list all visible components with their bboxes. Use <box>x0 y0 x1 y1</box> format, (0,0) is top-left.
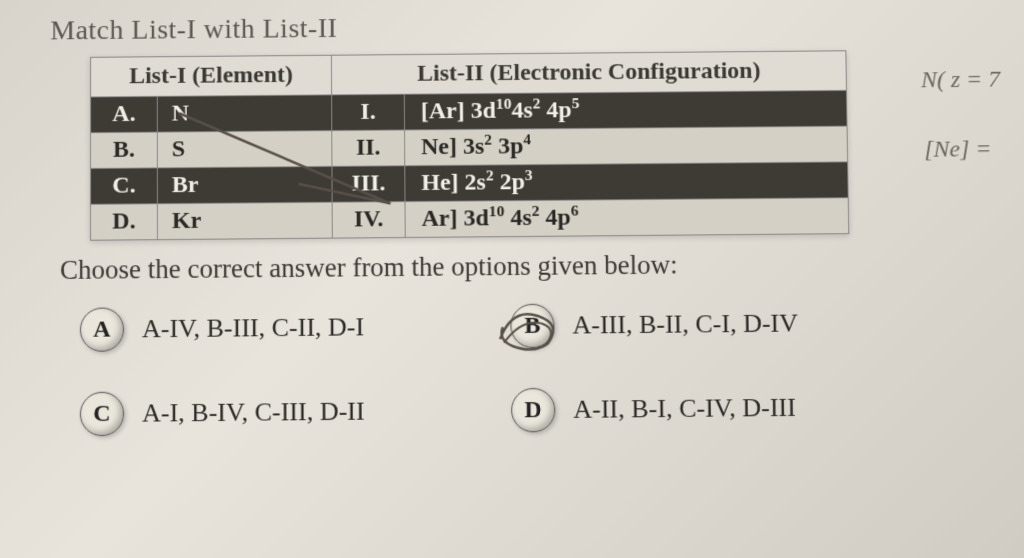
choose-prompt: Choose the correct answer from the optio… <box>60 247 994 286</box>
table-row: D.KrIV.Ar] 3d10 4s2 4p6 <box>91 198 849 240</box>
row-roman: I. <box>332 94 405 130</box>
row-letter: A. <box>91 96 158 132</box>
option-d-circle: D <box>511 388 556 433</box>
row-config: He] 2s2 2p3 <box>405 162 848 202</box>
option-d[interactable]: D A-II, B-I, C-IV, D-III <box>511 384 943 432</box>
option-c[interactable]: C A-I, B-IV, C-III, D-II <box>80 388 511 436</box>
match-table: List-I (Element) List-II (Electronic Con… <box>90 50 849 240</box>
option-d-text: A-II, B-I, C-IV, D-III <box>573 393 796 425</box>
row-config: Ar] 3d10 4s2 4p6 <box>405 198 849 238</box>
row-element: Kr <box>157 202 332 239</box>
option-a[interactable]: A A-IV, B-III, C-II, D-I <box>80 304 511 352</box>
option-b[interactable]: B A-III, B-II, C-I, D-IV <box>510 300 941 348</box>
row-roman: II. <box>332 130 405 166</box>
row-config: Ne] 3s2 3p4 <box>405 126 848 166</box>
option-a-circle: A <box>80 307 124 351</box>
option-c-text: A-I, B-IV, C-III, D-II <box>142 397 365 429</box>
row-roman: IV. <box>332 202 405 239</box>
options-grid: A A-IV, B-III, C-II, D-I B A-III, B-II, … <box>80 300 997 436</box>
margin-note-top: N( z = 7 <box>921 67 1001 94</box>
row-config: [Ar] 3d104s2 4p5 <box>404 90 847 130</box>
match-heading: Match List-I with List-II <box>50 8 989 48</box>
row-letter: C. <box>91 168 158 204</box>
row-element: S <box>157 131 332 168</box>
row-letter: D. <box>91 204 158 240</box>
table-header-right: List-II (Electronic Configuration) <box>331 51 846 95</box>
row-letter: B. <box>91 132 158 168</box>
row-element: Br <box>157 166 332 203</box>
option-b-circle: B <box>510 304 554 348</box>
option-b-text: A-III, B-II, C-I, D-IV <box>572 309 798 341</box>
table-header-left: List-I (Element) <box>91 55 332 97</box>
match-table-wrap: List-I (Element) List-II (Electronic Con… <box>90 50 849 240</box>
row-roman: III. <box>332 166 405 202</box>
option-c-circle: C <box>80 392 124 437</box>
row-element: N <box>157 95 331 132</box>
margin-note-mid: [Ne] = <box>924 136 992 163</box>
option-a-text: A-IV, B-III, C-II, D-I <box>142 312 364 344</box>
